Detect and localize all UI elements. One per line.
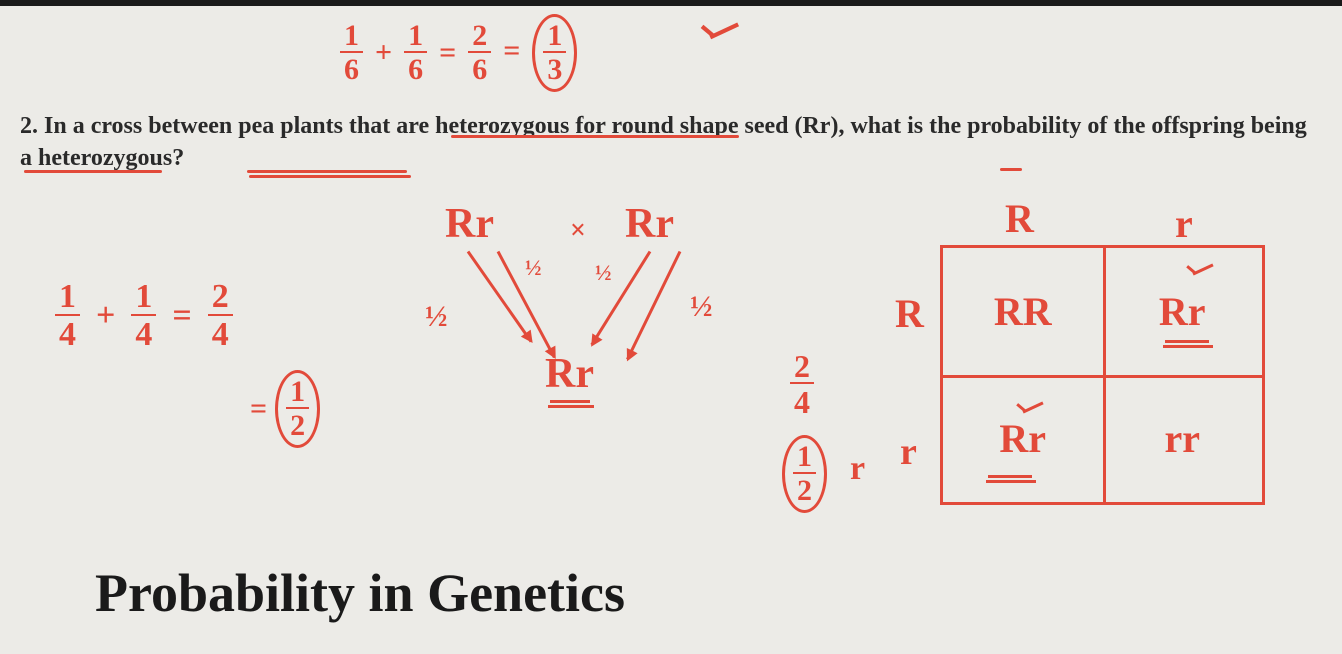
frac-den: 6 [340,51,363,85]
half-label: ½ [595,260,612,286]
checkmark-icon [1010,398,1050,420]
parent-1: Rr [445,200,494,248]
checkmark-icon [1180,260,1220,282]
arrow-icon [626,251,681,360]
underline [451,135,739,138]
frac-num: 1 [543,21,566,51]
cross-x: × [570,215,586,247]
frac-num: 1 [793,442,816,472]
punnett-square: RR Rr Rr rr [940,245,1265,505]
frac-den: 4 [55,314,80,352]
plus-sign: + [375,36,392,70]
frac-num: 1 [55,280,80,314]
row-header-r: r [900,430,917,474]
equals-sign: = [250,392,267,426]
frac-num: 1 [286,377,309,407]
half-label: ½ [525,255,542,281]
double-underline [550,400,590,403]
right-fraction: 24 [790,350,814,418]
half-label: ½ [425,300,448,334]
col-header-R: R [1005,195,1034,242]
frac-den: 4 [208,314,233,352]
punnett-cell-RR: RR [943,248,1103,375]
frac-num: 2 [790,350,814,382]
double-underline [1165,340,1209,343]
plus-sign: + [96,297,115,335]
frac-den: 6 [404,51,427,85]
left-equation: 14 + 14 = 24 [55,280,233,352]
left-equation-result: = 12 [250,370,320,448]
frac-den: 3 [543,51,566,85]
frac-num: 2 [208,280,233,314]
underline [24,170,162,173]
parent-2: Rr [625,200,674,248]
double-underline [988,475,1032,478]
window-topbar [0,0,1342,6]
question-text: 2. In a cross between pea plants that ar… [20,110,1322,175]
offspring: Rr [545,350,594,398]
frac-den: 6 [468,51,491,85]
underline [1000,168,1022,171]
top-equation: 16 + 16 = 26 = 13 [340,14,577,92]
frac-den: 2 [793,472,816,506]
equals-sign: = [439,36,456,70]
checkmark-icon [692,18,748,49]
frac-num: 2 [468,21,491,51]
punnett-cell-rr: rr [1103,375,1263,502]
equals-sign: = [503,34,520,68]
underline-double [247,170,407,173]
row-header-R: R [895,290,924,337]
half-label: ½ [690,290,713,324]
frac-den: 4 [131,314,156,352]
frac-den: 2 [286,407,309,441]
frac-num: 1 [340,21,363,51]
frac-num: 1 [404,21,427,51]
equals-sign: = [172,297,191,335]
page-title: Probability in Genetics [95,562,625,624]
frac-num: 1 [131,280,156,314]
row-label-r-outside: r [850,450,865,488]
frac-den: 4 [790,382,814,418]
col-header-r: r [1175,200,1193,247]
right-answer: 12 [782,435,827,513]
